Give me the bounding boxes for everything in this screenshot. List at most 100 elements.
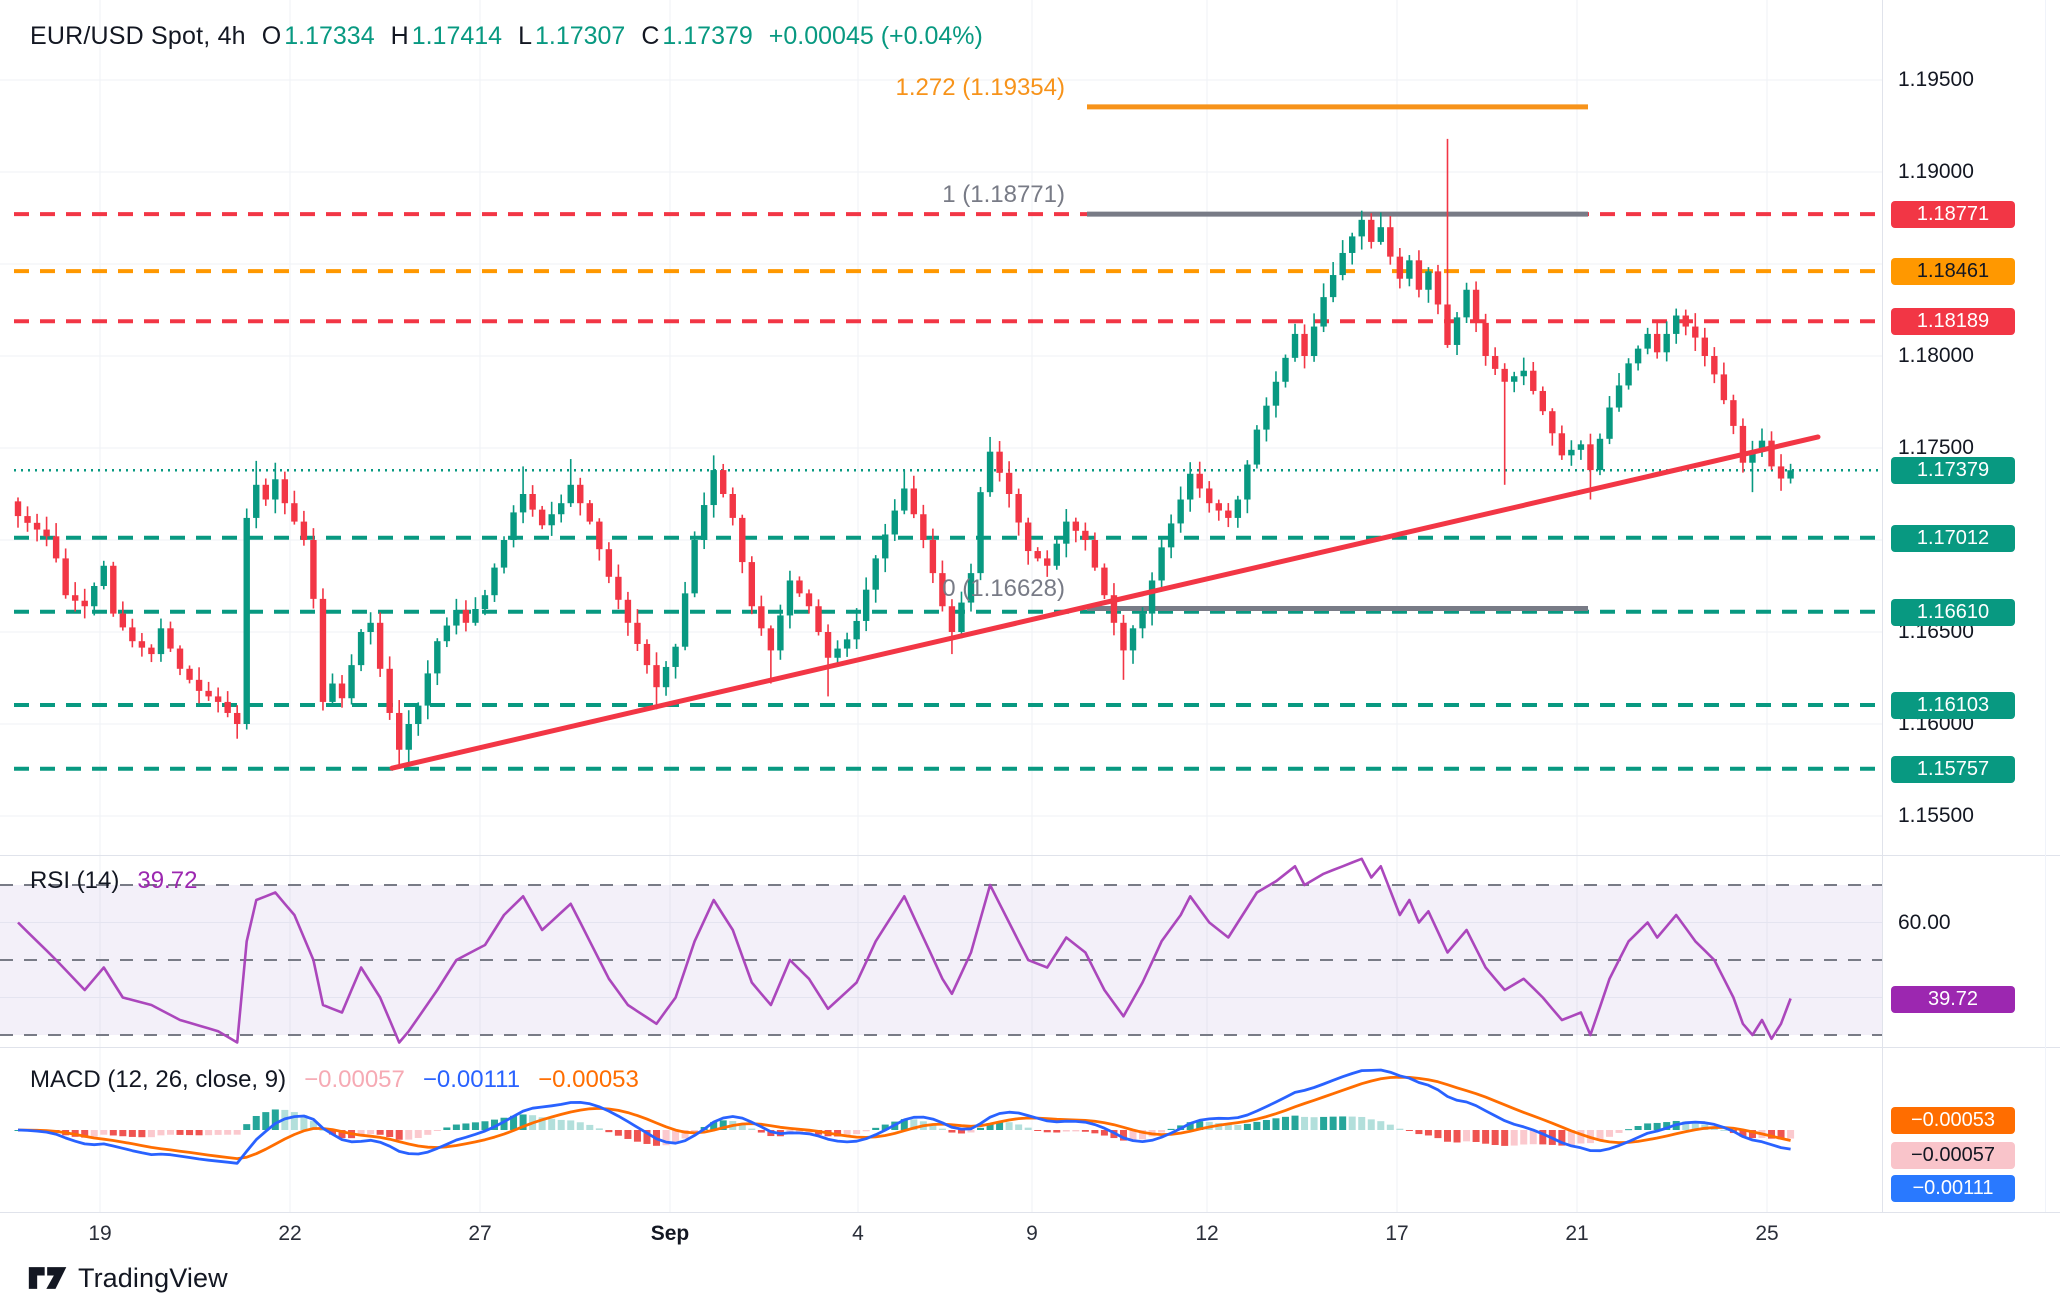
- macd-histogram-bar: [1424, 1130, 1432, 1136]
- macd-histogram-bar: [81, 1130, 89, 1138]
- candle-up: [1063, 521, 1070, 544]
- price-scale[interactable]: [1883, 0, 2060, 1212]
- macd-histogram-bar: [328, 1130, 336, 1135]
- candle-down: [224, 701, 231, 713]
- macd-histogram-bar: [1596, 1130, 1604, 1141]
- candle-up: [1425, 271, 1432, 290]
- panel-separator-rsi[interactable]: [0, 855, 2060, 856]
- candle-up: [1377, 227, 1384, 242]
- candle-up: [691, 540, 698, 594]
- candle-down: [1501, 368, 1508, 382]
- candle-down: [1120, 622, 1127, 651]
- macd-badge-−0.00111: −0.00111: [1891, 1175, 2015, 1202]
- macd-histogram-bar: [967, 1130, 975, 1133]
- macd-histogram-bar: [424, 1130, 432, 1135]
- chart-legend: EUR/USD Spot, 4h O 1.17334 H 1.17414 L 1.17…: [30, 22, 983, 51]
- macd-histogram-bar: [443, 1127, 451, 1130]
- candle-down: [14, 501, 22, 517]
- candle-down: [1225, 510, 1232, 518]
- macd-histogram-bar: [1234, 1124, 1242, 1130]
- candle-down: [1530, 370, 1537, 391]
- candle-down: [1301, 333, 1308, 356]
- macd-histogram-bar: [1415, 1130, 1423, 1135]
- macd-histogram-bar: [1529, 1130, 1537, 1145]
- rsi-legend: RSI (14) 39.72: [30, 867, 197, 895]
- candle-up: [348, 665, 355, 699]
- macd-histogram-bar: [748, 1128, 756, 1130]
- macd-histogram-bar: [481, 1121, 489, 1130]
- macd-histogram-bar: [1262, 1119, 1270, 1130]
- macd-histogram-bar: [557, 1119, 565, 1130]
- candle-up: [710, 470, 717, 506]
- time-scale[interactable]: [0, 1213, 1882, 1255]
- rsi-tick-60.00: 60.00: [1898, 910, 1951, 934]
- candle-down: [1082, 530, 1089, 540]
- macd-histogram-bar: [853, 1130, 861, 1135]
- candle-down: [148, 647, 155, 655]
- candle-up: [1453, 317, 1461, 345]
- candle-up: [243, 517, 250, 724]
- candle-up: [1244, 464, 1251, 500]
- macd-histogram-bar: [433, 1130, 441, 1131]
- macd-histogram-bar: [491, 1119, 498, 1130]
- candle-down: [1005, 472, 1013, 494]
- macd-histogram-bar: [452, 1124, 460, 1130]
- candle-down: [1539, 390, 1546, 412]
- candle-up: [157, 628, 165, 655]
- candle-down: [929, 540, 937, 574]
- candle-up: [481, 595, 489, 609]
- macd-histogram-bar: [1291, 1115, 1299, 1130]
- macd-histogram-bar: [309, 1120, 317, 1130]
- macd-badge-−0.00057: −0.00057: [1891, 1142, 2015, 1169]
- macd-histogram-bar: [128, 1130, 136, 1137]
- price-level-badge: 1.18461: [1891, 258, 2015, 286]
- candle-down: [920, 514, 927, 540]
- macd-histogram-bar: [224, 1130, 232, 1135]
- candle-up: [834, 648, 841, 658]
- x-axis-label-19: 19: [88, 1222, 112, 1245]
- macd-histogram-bar: [1367, 1119, 1375, 1130]
- ohlc-high: H 1.17414: [390, 22, 503, 50]
- macd-histogram-bar: [643, 1130, 651, 1144]
- macd-histogram-bar: [1081, 1130, 1089, 1132]
- candle-down: [1482, 322, 1489, 356]
- macd-histogram-bar: [109, 1130, 117, 1136]
- candle-up: [891, 510, 898, 535]
- macd-histogram-bar: [471, 1122, 479, 1130]
- candle-down: [300, 521, 308, 540]
- macd-histogram-bar: [500, 1117, 508, 1130]
- candle-down: [596, 521, 603, 550]
- tradingview-attribution[interactable]: TradingView: [28, 1262, 228, 1294]
- macd-histogram-value: −0.00057: [304, 1066, 405, 1093]
- macd-histogram-bar: [1787, 1130, 1795, 1139]
- chart-canvas[interactable]: [0, 0, 2060, 1212]
- candle-down: [1444, 304, 1451, 345]
- candle-up: [1167, 523, 1175, 548]
- candle-down: [1396, 256, 1404, 279]
- candle-down: [720, 470, 727, 494]
- trend-line[interactable]: [389, 434, 1821, 771]
- candle-up: [1673, 315, 1680, 334]
- candle-up: [1406, 260, 1413, 279]
- candle-up: [700, 505, 708, 540]
- macd-histogram-bar: [1768, 1130, 1776, 1139]
- macd-histogram-bar: [614, 1130, 622, 1136]
- candle-up: [901, 488, 908, 511]
- macd-histogram-bar: [986, 1123, 994, 1130]
- macd-histogram-bar: [214, 1130, 222, 1135]
- macd-histogram-bar: [367, 1130, 375, 1135]
- x-axis-label-Sep: Sep: [650, 1222, 690, 1245]
- candle-down: [1491, 356, 1499, 369]
- candle-down: [1044, 558, 1051, 566]
- panel-separator-macd[interactable]: [0, 1047, 2060, 1048]
- macd-histogram-bar: [1682, 1121, 1690, 1130]
- macd-line-value: −0.00111: [422, 1066, 521, 1093]
- macd-histogram-bar: [691, 1130, 699, 1133]
- macd-histogram-bar: [1720, 1129, 1728, 1131]
- candle-down: [939, 573, 946, 607]
- candle-up: [672, 646, 679, 667]
- candle-up: [862, 589, 870, 621]
- macd-histogram-bar: [1329, 1116, 1337, 1130]
- candle-down: [748, 562, 756, 607]
